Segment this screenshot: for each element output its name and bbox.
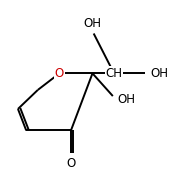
Text: OH: OH	[84, 16, 102, 30]
Text: OH: OH	[117, 93, 135, 106]
Text: O: O	[66, 157, 76, 170]
Text: CH: CH	[106, 67, 122, 80]
Text: O: O	[55, 67, 64, 80]
Text: OH: OH	[151, 67, 169, 80]
